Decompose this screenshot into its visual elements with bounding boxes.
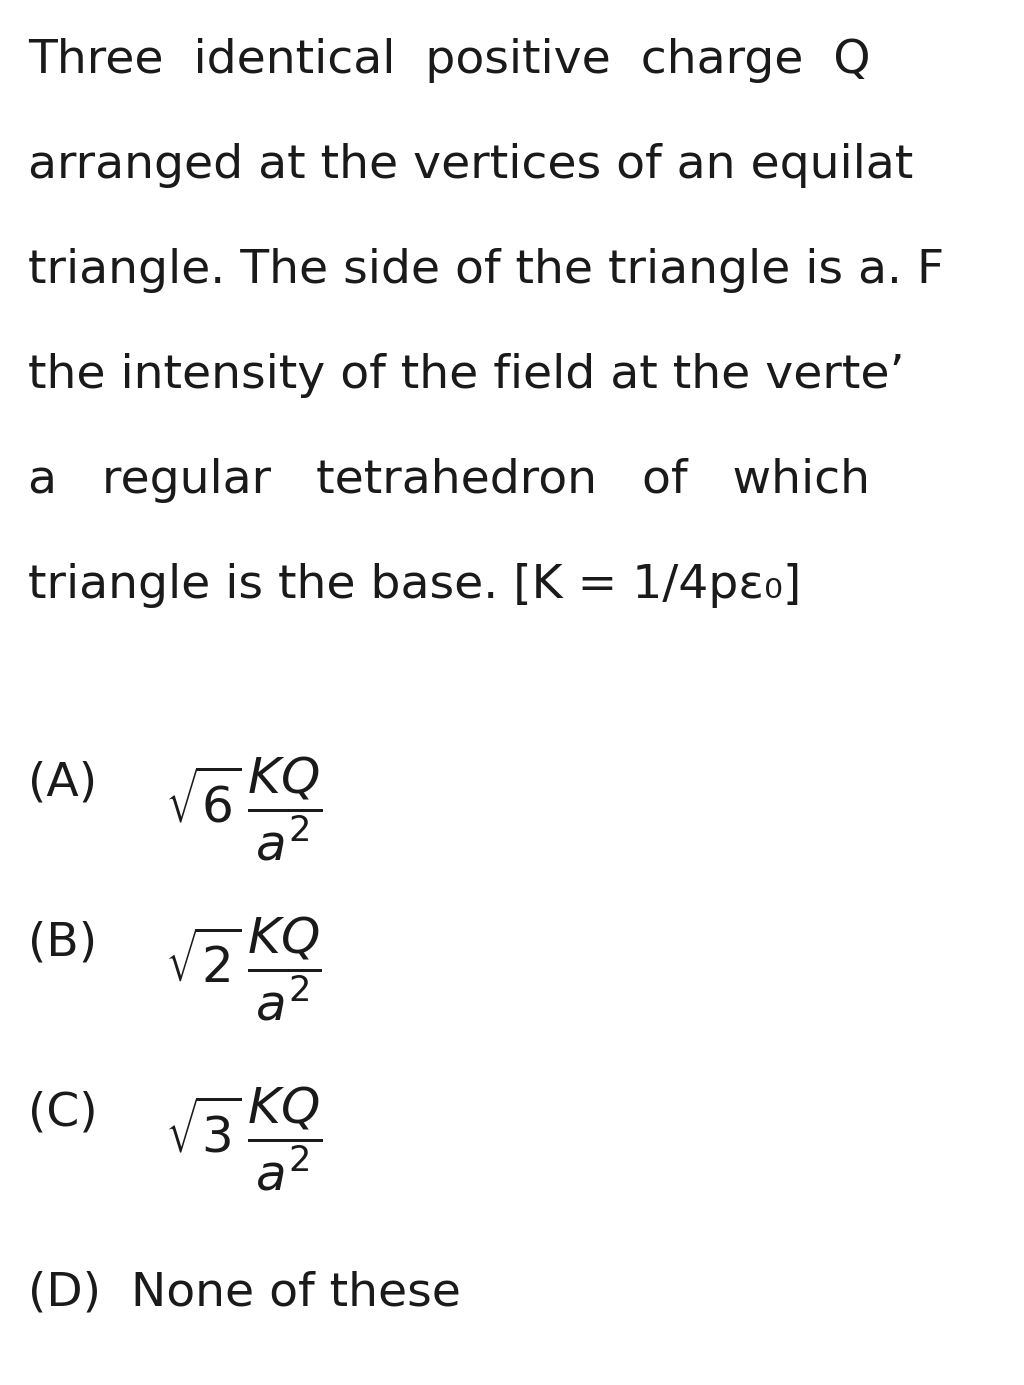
Text: Three  identical  positive  charge  Q: Three identical positive charge Q (28, 37, 870, 83)
Text: $\sqrt{3}\,\dfrac{KQ}{a^2}$: $\sqrt{3}\,\dfrac{KQ}{a^2}$ (165, 1084, 323, 1194)
Text: $\sqrt{6}\,\dfrac{KQ}{a^2}$: $\sqrt{6}\,\dfrac{KQ}{a^2}$ (165, 755, 323, 863)
Text: triangle is the base. [K = 1/4pε₀]: triangle is the base. [K = 1/4pε₀] (28, 562, 801, 608)
Text: (A): (A) (28, 760, 97, 805)
Text: (B): (B) (28, 920, 97, 965)
Text: $\sqrt{2}\,\dfrac{KQ}{a^2}$: $\sqrt{2}\,\dfrac{KQ}{a^2}$ (165, 915, 322, 1024)
Text: (C): (C) (28, 1090, 97, 1134)
Text: a   regular   tetrahedron   of   which: a regular tetrahedron of which (28, 458, 870, 503)
Text: the intensity of the field at the verte’: the intensity of the field at the verte’ (28, 353, 904, 397)
Text: triangle. The side of the triangle is a. F: triangle. The side of the triangle is a.… (28, 248, 944, 294)
Text: arranged at the vertices of an equilat: arranged at the vertices of an equilat (28, 143, 913, 188)
Text: (D)  None of these: (D) None of these (28, 1270, 461, 1314)
